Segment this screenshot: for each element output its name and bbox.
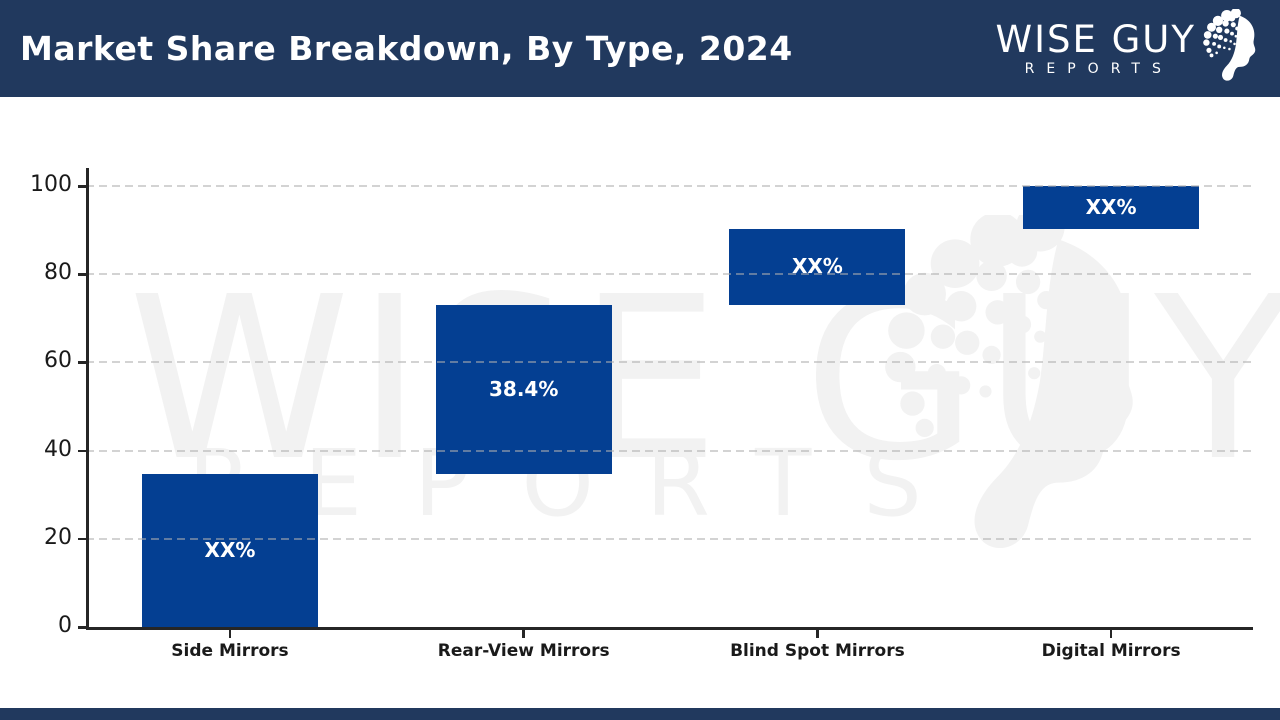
y-tick-80 xyxy=(78,273,86,276)
bar-rear-view-mirrors xyxy=(435,305,612,475)
x-category-label-blind-spot-mirrors: Blind Spot Mirrors xyxy=(730,641,905,661)
x-category-label-side-mirrors: Side Mirrors xyxy=(171,641,289,661)
bar-value-label-digital-mirrors: XX% xyxy=(1085,194,1137,219)
bar-value-label-side-mirrors: XX% xyxy=(204,537,256,562)
bar-digital-mirrors xyxy=(1023,186,1200,230)
y-tick-label-0: 0 xyxy=(58,613,72,638)
footer-bar xyxy=(0,708,1280,720)
bar-value-label-blind-spot-mirrors: XX% xyxy=(791,254,843,279)
y-tick-60 xyxy=(78,361,86,364)
bar-value-label-rear-view-mirrors: 38.4% xyxy=(488,376,559,401)
gridline-60 xyxy=(86,361,1253,364)
header-bar: Market Share Breakdown, By Type, 2024 WI… xyxy=(0,0,1280,97)
wiseguy-logo: WISE GUY REPORTS xyxy=(996,6,1264,92)
y-axis-line xyxy=(86,168,89,630)
x-tick-blind-spot-mirrors xyxy=(816,629,819,638)
y-tick-label-100: 100 xyxy=(30,172,72,197)
gridline-40 xyxy=(86,449,1253,452)
y-tick-label-80: 80 xyxy=(44,260,72,286)
logo-wordmark: WISE GUY xyxy=(995,18,1196,62)
bar-blind-spot-mirrors xyxy=(729,229,906,306)
logo-head-icon xyxy=(1203,9,1256,81)
gridline-100 xyxy=(86,185,1253,187)
y-tick-0 xyxy=(78,626,86,629)
x-category-label-rear-view-mirrors: Rear-View Mirrors xyxy=(437,641,610,661)
y-tick-20 xyxy=(78,537,86,541)
x-tick-rear-view-mirrors xyxy=(522,629,525,638)
gridline-80 xyxy=(86,273,1253,276)
y-tick-label-40: 40 xyxy=(44,436,72,462)
y-tick-label-60: 60 xyxy=(44,348,72,374)
y-tick-40 xyxy=(78,449,86,453)
x-category-label-digital-mirrors: Digital Mirrors xyxy=(1041,641,1181,661)
x-tick-side-mirrors xyxy=(228,629,232,638)
y-tick-label-20: 20 xyxy=(44,524,72,550)
logo-subtitle: REPORTS xyxy=(1024,60,1173,77)
chart-title: Market Share Breakdown, By Type, 2024 xyxy=(20,29,793,68)
x-tick-digital-mirrors xyxy=(1109,629,1113,638)
gridline-20 xyxy=(86,537,1253,540)
x-axis-line xyxy=(86,627,1253,630)
watermark-head-icon xyxy=(885,215,1133,549)
y-tick-100 xyxy=(78,185,86,188)
bar-side-mirrors xyxy=(142,474,318,627)
